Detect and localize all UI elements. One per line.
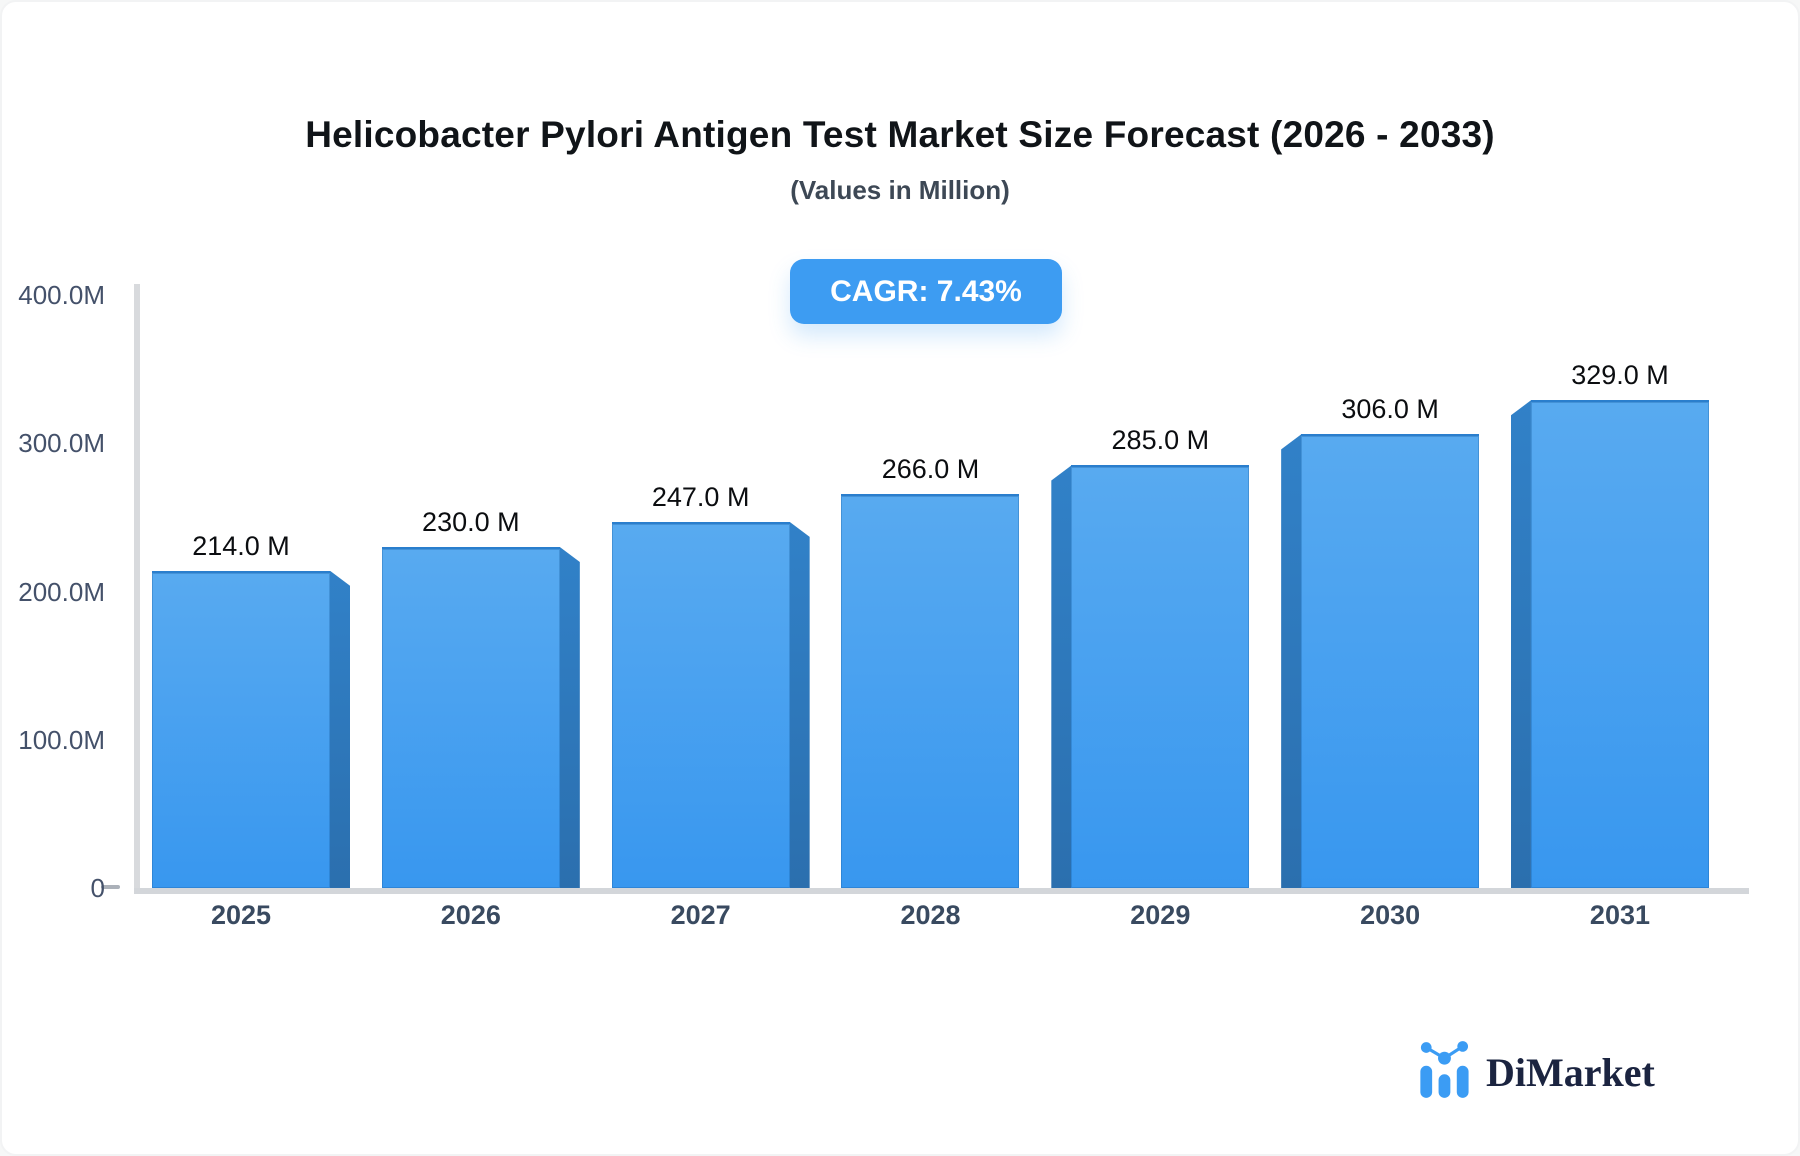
bar-value-label: 247.0 M (651, 481, 750, 512)
y-axis-tick: 300.0M (18, 428, 105, 459)
bar-side-face (1510, 400, 1531, 888)
y-axis-tick: 100.0M (18, 724, 105, 755)
brand-name: DiMarket (1486, 1049, 1655, 1095)
y-axis-line (134, 284, 140, 894)
x-axis-tick: 2025 (210, 900, 272, 930)
bar-2027 (611, 521, 790, 888)
bar-2026 (381, 547, 560, 888)
bar-side-face (1051, 465, 1072, 888)
bar-value-label: 230.0 M (422, 507, 520, 538)
bar-value-label: 285.0 M (1111, 425, 1210, 456)
bar-2031 (1530, 400, 1709, 888)
bar-2028 (841, 493, 1020, 888)
y-axis-tick: 400.0M (18, 280, 105, 310)
x-axis-baseline (134, 888, 1749, 894)
brand-logo: DiMarket (1418, 1040, 1655, 1105)
y-axis-tick: 0 (90, 873, 105, 903)
bar-value-label: 266.0 M (881, 453, 980, 484)
chart-subtitle: (Values in Million) (790, 175, 1010, 205)
bar-side-face (1281, 434, 1302, 888)
x-axis-tick: 2027 (670, 900, 731, 930)
x-axis-tick: 2029 (1130, 900, 1191, 930)
bar-side-face (330, 570, 350, 888)
bar-value-label: 214.0 M (192, 530, 290, 561)
x-axis-tick: 2026 (440, 900, 501, 930)
bar-value-label: 306.0 M (1341, 394, 1439, 425)
chart-title: Helicobacter Pylori Antigen Test Market … (305, 114, 1495, 155)
bar-2025 (152, 570, 330, 888)
x-axis-tick: 2028 (900, 900, 961, 930)
x-axis-tick: 2030 (1360, 900, 1421, 930)
bar-2030 (1301, 434, 1480, 888)
y-axis-tick: 200.0M (18, 576, 105, 607)
cagr-badge: CAGR: 7.43% (790, 259, 1062, 324)
zero-tick-mark (101, 885, 120, 889)
bar-value-label: 329.0 M (1571, 360, 1669, 391)
x-axis-tick: 2031 (1589, 900, 1650, 930)
bar-2029 (1071, 465, 1250, 888)
bar-line-chart-icon (1418, 1040, 1472, 1105)
bar-side-face (789, 521, 810, 888)
bar-side-face (559, 547, 580, 888)
